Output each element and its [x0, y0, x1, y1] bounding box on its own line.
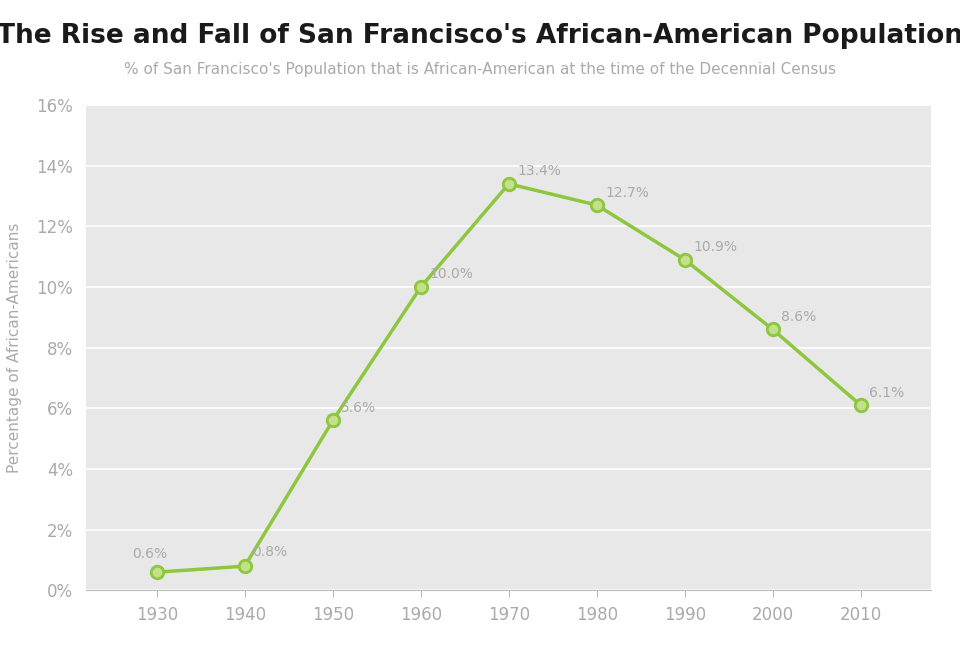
Text: 0.8%: 0.8%	[252, 545, 287, 559]
Text: The Rise and Fall of San Francisco's African-American Population: The Rise and Fall of San Francisco's Afr…	[0, 23, 960, 49]
Y-axis label: Percentage of African-Americans: Percentage of African-Americans	[8, 222, 22, 473]
Text: 6.1%: 6.1%	[869, 386, 904, 400]
Text: 8.6%: 8.6%	[781, 310, 816, 324]
Text: 13.4%: 13.4%	[517, 164, 561, 178]
Text: 10.9%: 10.9%	[693, 240, 737, 254]
Text: % of San Francisco's Population that is African-American at the time of the Dece: % of San Francisco's Population that is …	[124, 62, 836, 77]
Text: 12.7%: 12.7%	[605, 186, 649, 199]
Text: 0.6%: 0.6%	[132, 547, 167, 561]
Text: 5.6%: 5.6%	[341, 401, 376, 415]
Text: 10.0%: 10.0%	[429, 268, 473, 281]
